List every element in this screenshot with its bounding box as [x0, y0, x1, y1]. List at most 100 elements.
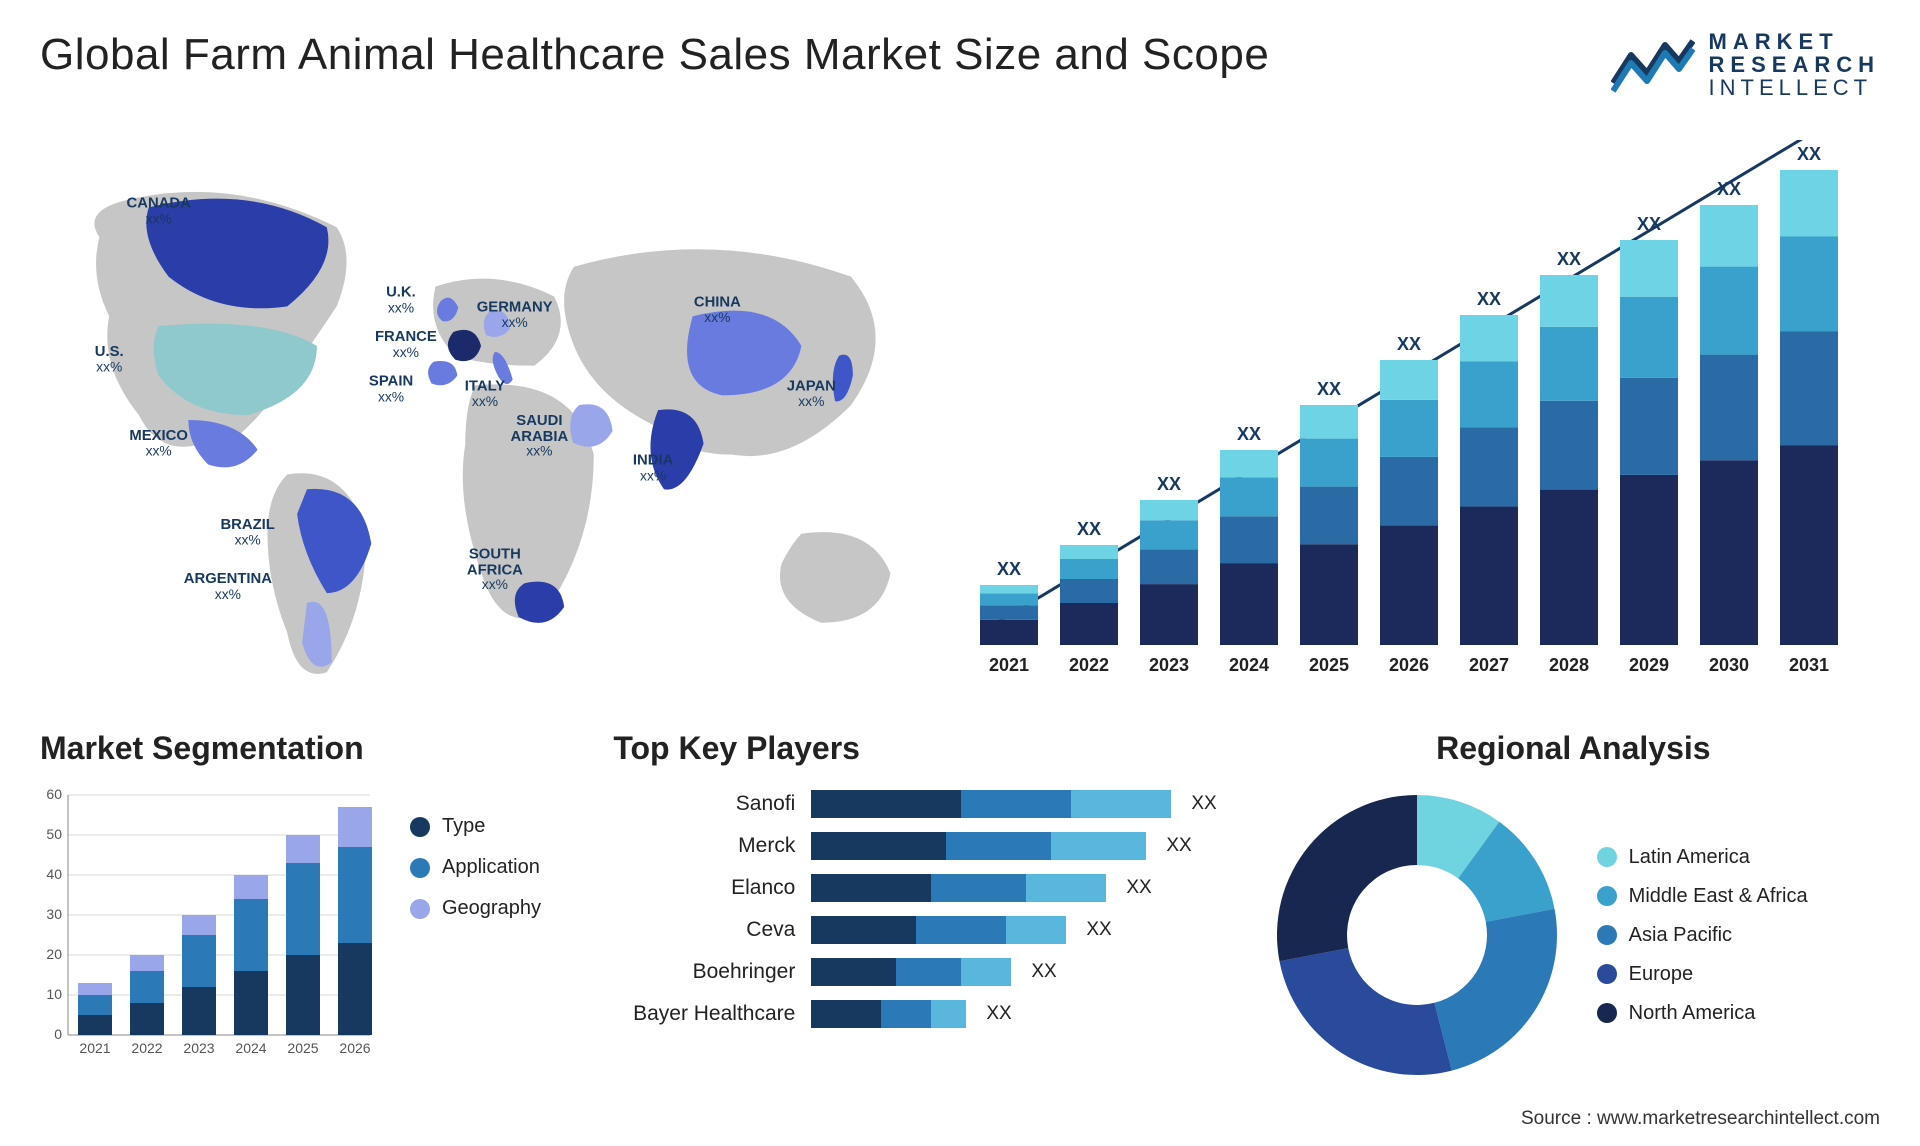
player-name: Elanco	[613, 876, 803, 900]
regional-legend-item: Middle East & Africa	[1597, 885, 1808, 908]
bar-category-label: 2025	[1309, 655, 1349, 675]
seg-legend-label: Application	[442, 856, 540, 879]
source-url: www.marketresearchintellect.com	[1597, 1108, 1880, 1129]
player-bar-segment	[961, 958, 1011, 986]
map-country-value: xx%	[393, 344, 419, 360]
regional-analysis-panel: Regional Analysis Latin AmericaMiddle Ea…	[1267, 730, 1880, 1090]
market-size-bar-segment	[980, 593, 1038, 605]
legend-swatch-icon	[410, 858, 430, 878]
player-row: BoehringerXX	[613, 953, 1226, 991]
player-bar-segment	[811, 832, 946, 860]
legend-swatch-icon	[1597, 886, 1617, 906]
player-bar-segment	[1071, 790, 1171, 818]
bar-category-label: 2024	[1229, 655, 1269, 675]
map-country-value: xx%	[378, 388, 404, 404]
market-size-bar-segment	[1380, 400, 1438, 457]
bar-category-label: 2031	[1789, 655, 1829, 675]
map-country-label: U.K.	[386, 284, 416, 300]
bar-category-label: 2030	[1709, 655, 1749, 675]
market-size-bar-segment	[1780, 332, 1838, 446]
market-size-bar-segment	[1780, 170, 1838, 237]
regional-donut-chart	[1267, 785, 1567, 1085]
map-country-label: ITALY	[465, 378, 505, 394]
map-country-label: CHINA	[694, 294, 741, 310]
seg-bar-segment	[234, 875, 268, 899]
logo-mark-icon	[1611, 33, 1695, 97]
map-country-label: INDIA	[633, 453, 674, 469]
bar-category-label: 2026	[1389, 655, 1429, 675]
legend-swatch-icon	[1597, 847, 1617, 867]
player-bar	[811, 874, 1106, 902]
seg-legend-item: Type	[410, 815, 541, 838]
market-size-bar-segment	[1540, 327, 1598, 401]
seg-bar-segment	[338, 807, 372, 847]
seg-category-label: 2025	[287, 1040, 318, 1056]
player-bar-segment	[811, 790, 961, 818]
market-size-bar-segment	[1060, 559, 1118, 579]
bar-category-label: 2021	[989, 655, 1029, 675]
seg-bar-segment	[182, 915, 216, 935]
player-row: ElancoXX	[613, 869, 1226, 907]
bar-category-label: 2029	[1629, 655, 1669, 675]
player-value: XX	[1166, 835, 1191, 857]
market-size-bar-segment	[980, 585, 1038, 593]
seg-category-label: 2024	[235, 1040, 266, 1056]
player-name: Boehringer	[613, 960, 803, 984]
map-country-value: xx%	[215, 586, 241, 602]
players-list: SanofiXXMerckXXElancoXXCevaXXBoehringerX…	[613, 785, 1226, 1033]
market-size-bar-segment	[1620, 297, 1678, 378]
market-size-bar-segment	[1140, 584, 1198, 645]
map-country-value: xx%	[704, 309, 730, 325]
market-size-bar-segment	[1460, 506, 1518, 645]
logo-line2: RESEARCH	[1709, 53, 1880, 76]
seg-y-tick: 30	[46, 906, 62, 922]
market-size-bar-segment	[1540, 401, 1598, 490]
seg-bar-segment	[130, 1003, 164, 1035]
market-size-bar-segment	[1060, 603, 1118, 645]
map-country-label: BRAZIL	[220, 517, 274, 533]
page-title: Global Farm Animal Healthcare Sales Mark…	[40, 30, 1269, 80]
legend-swatch-icon	[410, 899, 430, 919]
seg-legend-item: Geography	[410, 897, 541, 920]
seg-y-tick: 60	[46, 786, 62, 802]
bar-category-label: 2027	[1469, 655, 1509, 675]
market-size-bar-segment	[1220, 450, 1278, 477]
seg-bar-segment	[234, 971, 268, 1035]
market-size-bar-panel: XX2021XX2022XX2023XX2024XX2025XX2026XX20…	[960, 140, 1880, 710]
seg-bar-segment	[286, 863, 320, 955]
bar-value-label: XX	[1397, 334, 1421, 354]
regional-legend-label: Latin America	[1629, 846, 1750, 869]
seg-legend-item: Application	[410, 856, 541, 879]
player-row: MerckXX	[613, 827, 1226, 865]
regional-legend-item: Europe	[1597, 963, 1808, 986]
bar-value-label: XX	[1157, 474, 1181, 494]
bar-value-label: XX	[1477, 289, 1501, 309]
seg-bar-segment	[338, 943, 372, 1035]
market-size-bar-segment	[1780, 446, 1838, 646]
regional-legend-item: Latin America	[1597, 846, 1808, 869]
logo-line1: MARKET	[1709, 30, 1880, 53]
market-size-bar-segment	[1540, 275, 1598, 327]
segmentation-legend: Type Application Geography	[410, 785, 541, 920]
market-size-bar-segment	[1140, 520, 1198, 549]
regional-legend-label: Asia Pacific	[1629, 924, 1732, 947]
market-size-bar-chart: XX2021XX2022XX2023XX2024XX2025XX2026XX20…	[960, 140, 1880, 710]
source-attribution: Source : www.marketresearchintellect.com	[1521, 1108, 1880, 1130]
player-bar	[811, 958, 1011, 986]
player-name: Bayer Healthcare	[613, 1002, 803, 1026]
market-size-bar-segment	[1060, 545, 1118, 559]
player-bar-segment	[931, 874, 1026, 902]
player-bar-segment	[961, 790, 1071, 818]
map-country-label: CANADA	[127, 195, 192, 211]
market-size-bar-segment	[1620, 378, 1678, 475]
seg-bar-segment	[182, 987, 216, 1035]
seg-category-label: 2022	[131, 1040, 162, 1056]
seg-y-tick: 20	[46, 946, 62, 962]
source-prefix: Source :	[1521, 1108, 1592, 1129]
seg-legend-label: Geography	[442, 897, 541, 920]
map-country-label: FRANCE	[375, 329, 437, 345]
bar-category-label: 2023	[1149, 655, 1189, 675]
bar-value-label: XX	[1237, 424, 1261, 444]
player-bar-segment	[811, 958, 896, 986]
seg-bar-segment	[130, 955, 164, 971]
